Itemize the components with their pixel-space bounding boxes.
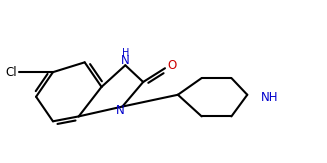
Text: N: N: [121, 54, 130, 67]
Text: NH: NH: [261, 91, 279, 104]
Text: O: O: [167, 59, 177, 72]
Text: H: H: [122, 48, 129, 59]
Text: Cl: Cl: [6, 66, 17, 79]
Text: N: N: [116, 104, 125, 117]
